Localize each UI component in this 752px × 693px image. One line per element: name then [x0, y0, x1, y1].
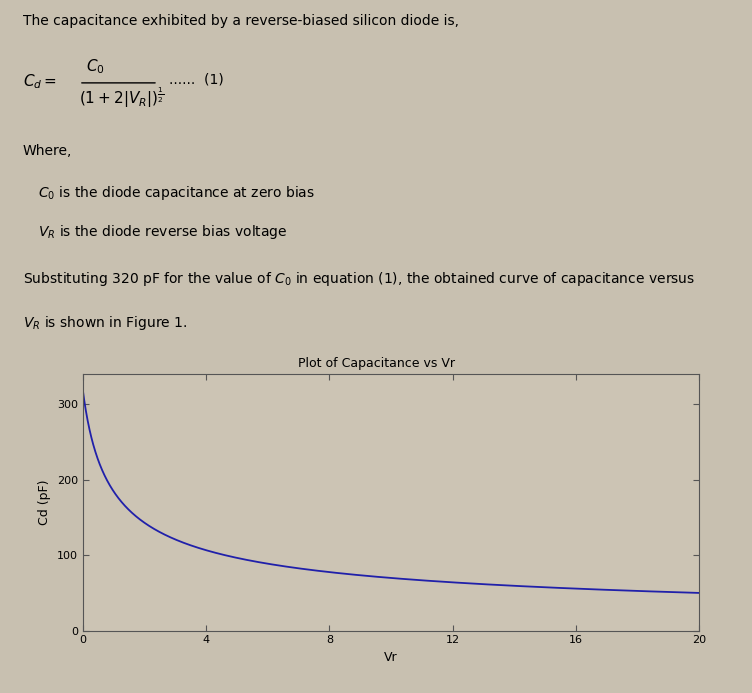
- Text: $C_d =$: $C_d =$: [23, 72, 56, 91]
- Text: ......  (1): ...... (1): [169, 72, 224, 86]
- Text: The capacitance exhibited by a reverse-biased silicon diode is,: The capacitance exhibited by a reverse-b…: [23, 15, 459, 28]
- X-axis label: Vr: Vr: [384, 651, 398, 664]
- Text: $C_0$ is the diode capacitance at zero bias: $C_0$ is the diode capacitance at zero b…: [38, 184, 314, 202]
- Text: $V_R$ is the diode reverse bias voltage: $V_R$ is the diode reverse bias voltage: [38, 223, 287, 241]
- Text: $C_0$: $C_0$: [86, 58, 105, 76]
- Y-axis label: Cd (pF): Cd (pF): [38, 480, 51, 525]
- Text: $(1+2|V_R|)^{\frac{1}{2}}$: $(1+2|V_R|)^{\frac{1}{2}}$: [79, 85, 165, 109]
- Text: Substituting 320 pF for the value of $C_0$ in equation (1), the obtained curve o: Substituting 320 pF for the value of $C_…: [23, 270, 695, 288]
- Text: Plot of Capacitance vs Vr: Plot of Capacitance vs Vr: [298, 358, 454, 370]
- Text: Where,: Where,: [23, 144, 72, 158]
- Text: $V_R$ is shown in Figure 1.: $V_R$ is shown in Figure 1.: [23, 313, 187, 331]
